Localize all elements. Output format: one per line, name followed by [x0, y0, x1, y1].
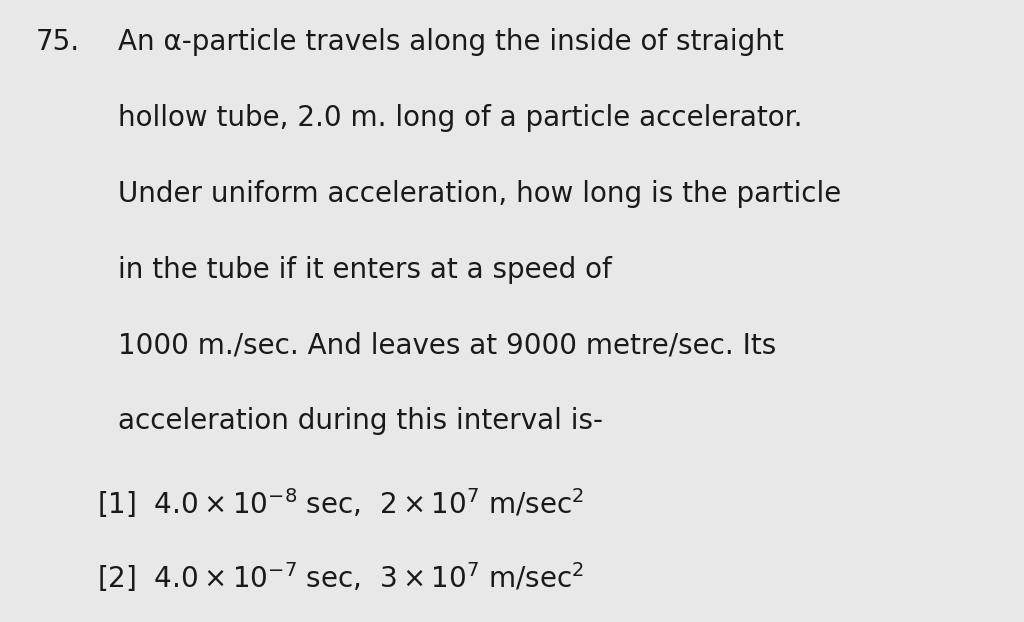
Text: [2]  $4.0 \times 10^{-7}$ sec,  $3 \times 10^{7}$ m/sec$^{2}$: [2] $4.0 \times 10^{-7}$ sec, $3 \times … [97, 560, 585, 594]
Text: Under uniform acceleration, how long is the particle: Under uniform acceleration, how long is … [118, 180, 841, 208]
Text: hollow tube, 2.0 m. long of a particle accelerator.: hollow tube, 2.0 m. long of a particle a… [118, 104, 802, 132]
Text: An α-particle travels along the inside of straight: An α-particle travels along the inside o… [118, 28, 783, 56]
Text: [1]  $4.0 \times 10^{-8}$ sec,  $2 \times 10^{7}$ m/sec$^{2}$: [1] $4.0 \times 10^{-8}$ sec, $2 \times … [97, 486, 585, 521]
Text: acceleration during this interval is-: acceleration during this interval is- [118, 407, 603, 435]
Text: 1000 m./sec. And leaves at 9000 metre/sec. Its: 1000 m./sec. And leaves at 9000 metre/se… [118, 332, 776, 360]
Text: 75.: 75. [36, 28, 80, 56]
Text: in the tube if it enters at a speed of: in the tube if it enters at a speed of [118, 256, 611, 284]
